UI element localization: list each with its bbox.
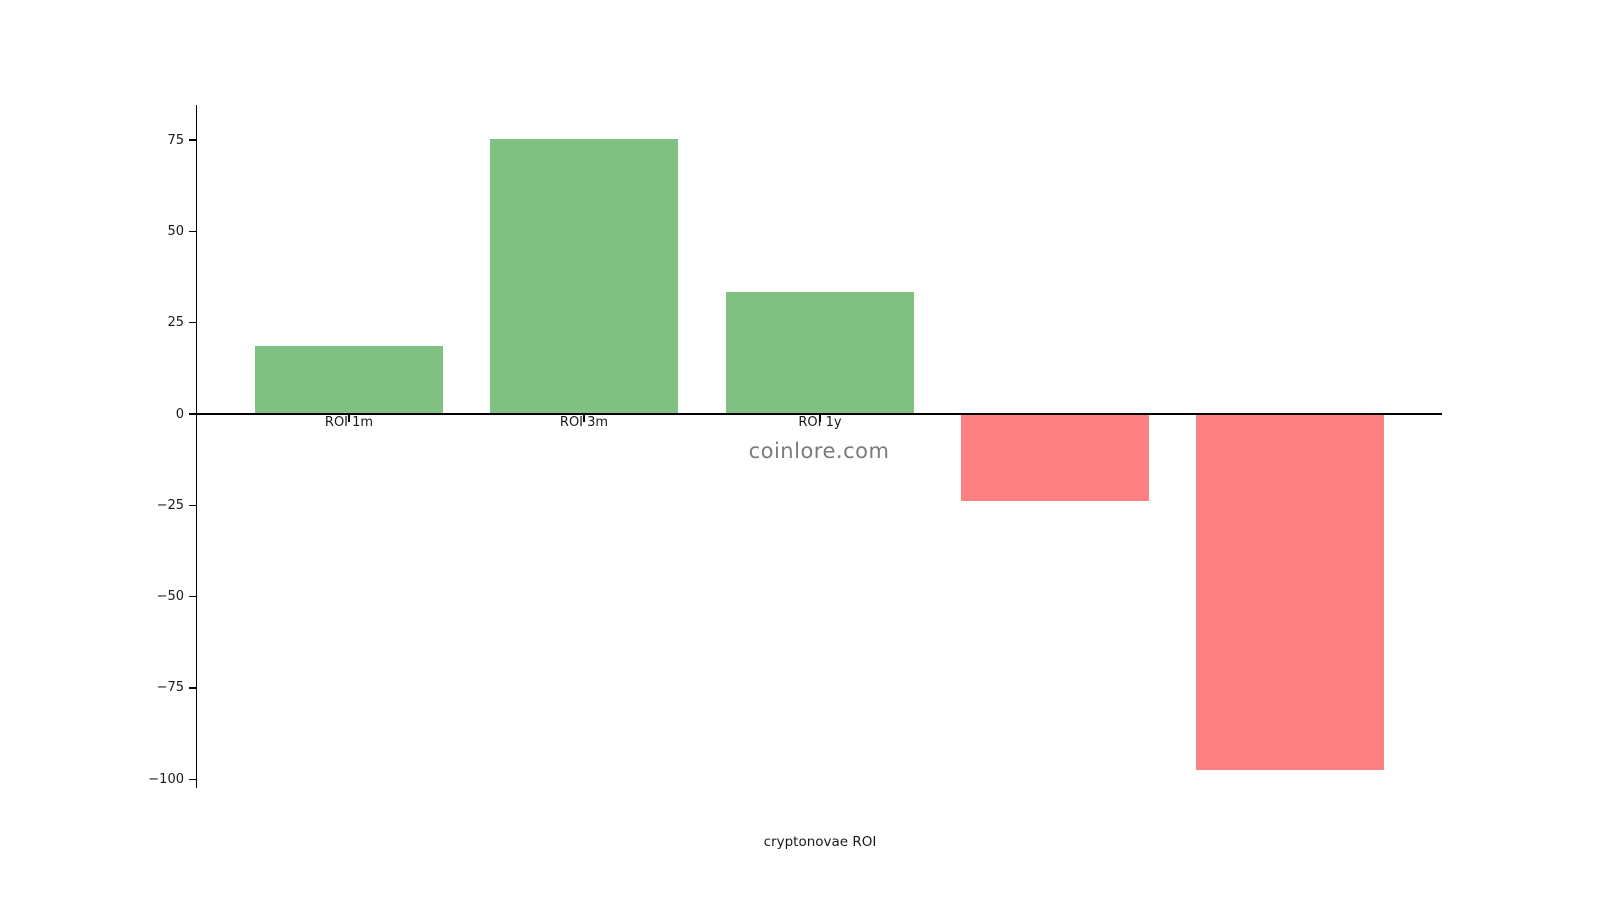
x-tick-label: ROI 3m: [559, 415, 609, 430]
bar: [1196, 415, 1384, 770]
y-tick-mark: [189, 413, 196, 415]
x-tick-label: ROI 1m: [324, 415, 374, 430]
bar: [255, 346, 443, 414]
y-tick-mark: [189, 322, 196, 324]
y-tick-label: −25: [156, 497, 184, 513]
x-tick-mark: [819, 414, 821, 422]
y-tick-label: 25: [167, 315, 184, 331]
y-tick-label: 0: [175, 406, 184, 422]
y-tick-mark: [189, 778, 196, 780]
y-tick-mark: [189, 139, 196, 141]
y-tick-label: −100: [148, 771, 184, 787]
y-tick-label: 75: [167, 132, 184, 148]
watermark: coinlore.com: [748, 439, 890, 463]
y-tick-mark: [189, 596, 196, 598]
x-tick-mark: [583, 414, 585, 422]
x-tick-mark: [348, 414, 350, 422]
bar: [490, 138, 678, 414]
bar: [961, 415, 1149, 502]
y-tick-label: −75: [156, 680, 184, 696]
y-tick-mark: [189, 504, 196, 507]
y-tick-mark: [189, 687, 196, 689]
y-axis-spine: [196, 105, 198, 788]
chart-title: cryptonovae ROI: [763, 834, 877, 850]
x-axis-zero-line: [196, 413, 1442, 415]
bar: [726, 291, 914, 414]
y-tick-mark: [189, 230, 196, 233]
y-tick-label: 50: [167, 223, 184, 239]
x-tick-label: ROI 1y: [798, 415, 842, 430]
y-tick-label: −50: [156, 589, 184, 605]
